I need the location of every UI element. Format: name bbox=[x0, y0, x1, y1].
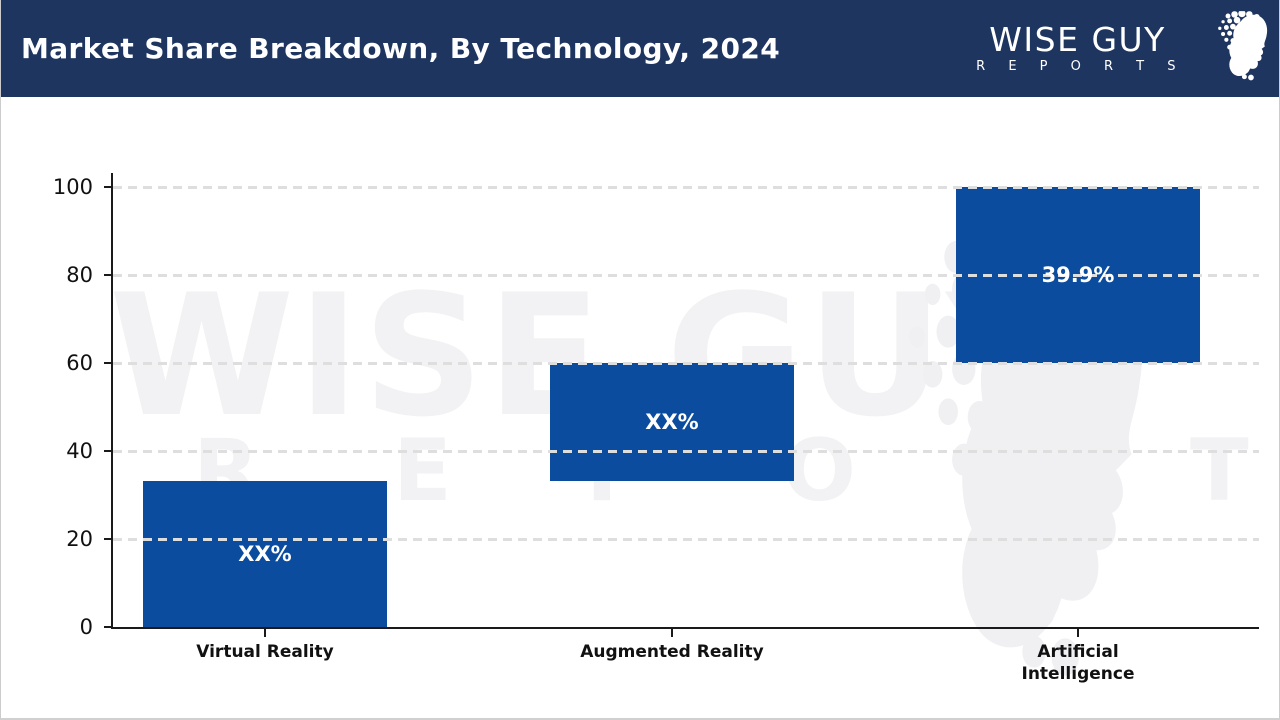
x-tick bbox=[671, 629, 673, 637]
y-tick-40 bbox=[104, 450, 113, 452]
y-tick-60 bbox=[104, 362, 113, 364]
y-axis-line bbox=[111, 173, 113, 629]
y-tick-label-80: 80 bbox=[66, 263, 93, 287]
header-bar: Market Share Breakdown, By Technology, 2… bbox=[1, 0, 1279, 97]
bar-augmented-reality bbox=[550, 362, 794, 482]
bar-virtual-reality bbox=[143, 481, 387, 627]
gridline-60 bbox=[113, 362, 1259, 365]
x-tick bbox=[264, 629, 266, 637]
y-tick-20 bbox=[104, 538, 113, 540]
y-tick-80 bbox=[104, 274, 113, 276]
y-tick-label-20: 20 bbox=[66, 527, 93, 551]
bar-value-label: XX% bbox=[238, 542, 292, 567]
gridline-100 bbox=[113, 186, 1259, 189]
y-tick-label-40: 40 bbox=[66, 439, 93, 463]
logo-text: WISE GUY R E P O R T S bbox=[970, 20, 1185, 75]
x-tick bbox=[1077, 629, 1079, 637]
bar-value-label: XX% bbox=[645, 409, 699, 434]
gridline-40 bbox=[113, 450, 1259, 453]
y-tick-0 bbox=[104, 626, 113, 628]
x-axis-line bbox=[111, 627, 1259, 629]
x-category-label: Virtual Reality bbox=[196, 642, 334, 662]
wise-guy-reports-logo: WISE GUY R E P O R T S bbox=[970, 6, 1269, 90]
logo-subtitle: R E P O R T S bbox=[976, 59, 1185, 74]
bar-value-label: 39.9% bbox=[1041, 262, 1115, 287]
logo-wordmark: WISE GUY bbox=[989, 20, 1166, 59]
x-category-label: Artificial Intelligence bbox=[1021, 642, 1135, 684]
gridline-20 bbox=[113, 538, 1259, 541]
y-tick-label-100: 100 bbox=[52, 174, 93, 199]
page-title: Market Share Breakdown, By Technology, 2… bbox=[21, 32, 781, 65]
plot-area: 0 20 40 60 80 100 XX% Virtual Reality XX% Augment… bbox=[53, 173, 1259, 684]
y-tick-label-60: 60 bbox=[66, 351, 93, 375]
y-tick-100 bbox=[104, 186, 113, 188]
y-tick-label-0: 0 bbox=[79, 615, 93, 639]
x-category-label: Augmented Reality bbox=[580, 642, 764, 662]
logo-head-icon bbox=[1187, 6, 1269, 90]
gridline-80 bbox=[113, 274, 1259, 277]
